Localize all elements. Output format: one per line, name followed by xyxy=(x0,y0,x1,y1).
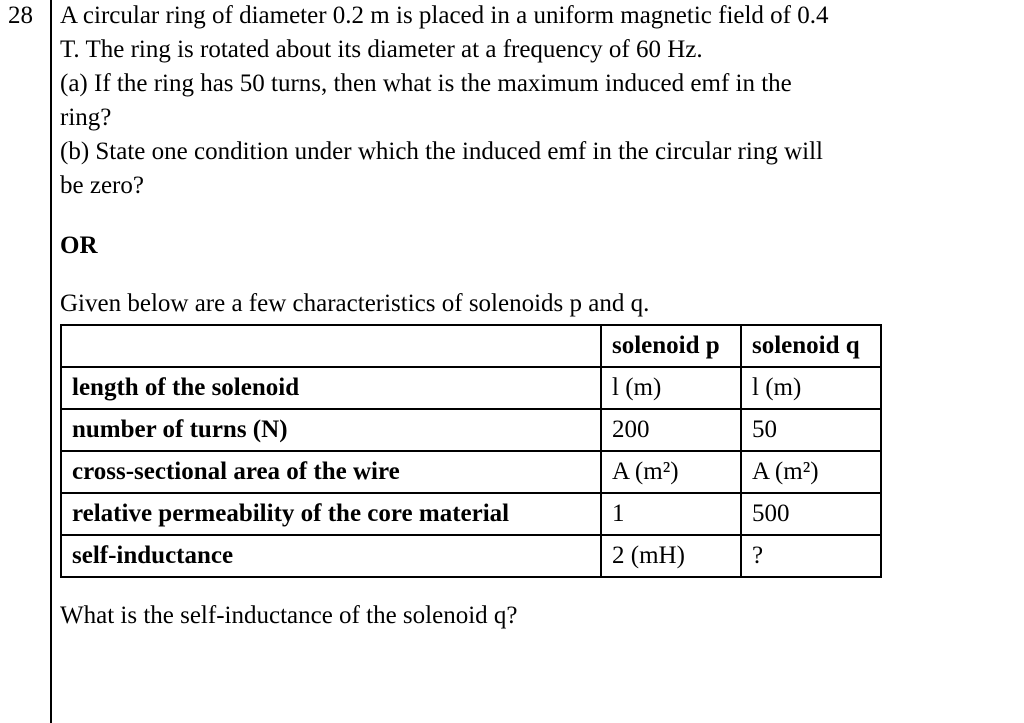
table-row: self-inductance 2 (mH) ? xyxy=(61,535,881,577)
row-label: cross-sectional area of the wire xyxy=(61,451,601,493)
solenoid-table: solenoid p solenoid q length of the sole… xyxy=(60,324,882,578)
or-divider: OR xyxy=(60,230,1012,262)
part-a-line1: (a) If the ring has 50 turns, then what … xyxy=(60,68,1012,100)
row-q: l (m) xyxy=(741,367,881,409)
row-p: 1 xyxy=(601,493,741,535)
row-p: 200 xyxy=(601,409,741,451)
row-q: 500 xyxy=(741,493,881,535)
header-solenoid-p: solenoid p xyxy=(601,325,741,367)
row-label: length of the solenoid xyxy=(61,367,601,409)
question-number: 28 xyxy=(8,2,33,30)
table-row: relative permeability of the core materi… xyxy=(61,493,881,535)
vertical-divider xyxy=(50,0,52,723)
table-row: number of turns (N) 200 50 xyxy=(61,409,881,451)
part-a-line2: ring? xyxy=(60,102,1012,134)
row-q: A (m²) xyxy=(741,451,881,493)
table-intro: Given below are a few characteristics of… xyxy=(60,288,1012,320)
header-solenoid-q: solenoid q xyxy=(741,325,881,367)
table-row: length of the solenoid l (m) l (m) xyxy=(61,367,881,409)
row-p: l (m) xyxy=(601,367,741,409)
row-q: ? xyxy=(741,535,881,577)
table-row: cross-sectional area of the wire A (m²) … xyxy=(61,451,881,493)
row-p: 2 (mH) xyxy=(601,535,741,577)
row-q: 50 xyxy=(741,409,881,451)
table-header-row: solenoid p solenoid q xyxy=(61,325,881,367)
row-label: number of turns (N) xyxy=(61,409,601,451)
row-label: relative permeability of the core materi… xyxy=(61,493,601,535)
part-b-line2: be zero? xyxy=(60,170,1012,202)
row-label: self-inductance xyxy=(61,535,601,577)
intro-text-line2: T. The ring is rotated about its diamete… xyxy=(60,34,1012,66)
question-content: A circular ring of diameter 0.2 m is pla… xyxy=(60,0,1012,657)
row-p: A (m²) xyxy=(601,451,741,493)
final-question: What is the self-inductance of the solen… xyxy=(60,600,1012,632)
part-b-line1: (b) State one condition under which the … xyxy=(60,136,1012,168)
intro-text-line1: A circular ring of diameter 0.2 m is pla… xyxy=(60,0,1012,32)
header-blank xyxy=(61,325,601,367)
